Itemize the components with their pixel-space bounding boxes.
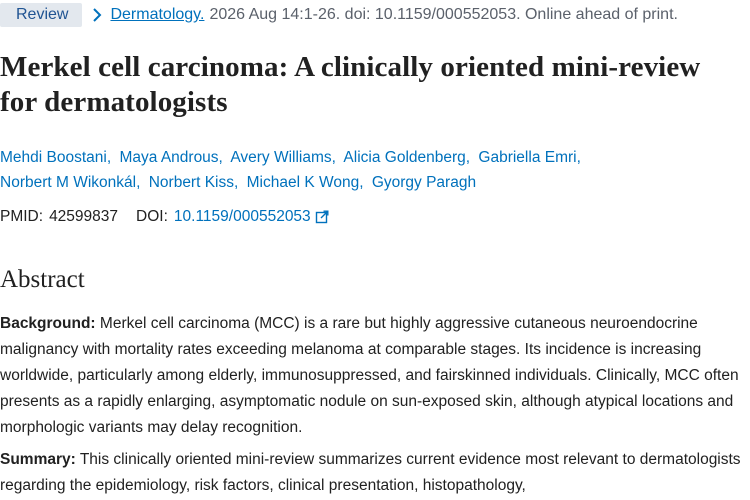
section-label: Background: bbox=[0, 315, 96, 332]
chevron-icon bbox=[93, 8, 102, 22]
author-link[interactable]: Alicia Goldenberg, bbox=[343, 149, 471, 166]
section-text: This clinically oriented mini-review sum… bbox=[0, 451, 741, 494]
author-link[interactable]: Maya Androus, bbox=[119, 149, 223, 166]
author-link[interactable]: Mehdi Boostani, bbox=[0, 149, 112, 166]
identifiers: PMID: 42599837 DOI: 10.1159/000552053 bbox=[0, 208, 329, 226]
journal-link[interactable]: Dermatology. bbox=[110, 6, 205, 23]
author-link[interactable]: Norbert Kiss, bbox=[148, 174, 239, 191]
article-type-badge: Review bbox=[0, 3, 83, 27]
author-link[interactable]: Norbert M Wikonkál, bbox=[0, 174, 141, 191]
doi-link[interactable]: 10.1159/000552053 bbox=[173, 208, 311, 225]
author-link[interactable]: Gyorgy Paragh bbox=[371, 174, 477, 191]
doi-label: DOI: bbox=[136, 208, 168, 225]
author-list: Mehdi Boostani, Maya Androus, Avery Will… bbox=[0, 145, 640, 195]
section-text: Merkel cell carcinoma (MCC) is a rare bu… bbox=[0, 315, 739, 436]
external-link-icon bbox=[315, 210, 329, 224]
author-link[interactable]: Gabriella Emri, bbox=[478, 149, 581, 166]
pmid-value: 42599837 bbox=[49, 208, 119, 225]
citation-details: 2026 Aug 14:1-26. doi: 10.1159/000552053… bbox=[209, 6, 678, 23]
author-link[interactable]: Michael K Wong, bbox=[246, 174, 364, 191]
abstract-heading: Abstract bbox=[0, 266, 85, 293]
article-title: Merkel cell carcinoma: A clinically orie… bbox=[0, 51, 701, 118]
abstract-paragraph: Background: Merkel cell carcinoma (MCC) … bbox=[0, 311, 750, 441]
pmid-label: PMID: bbox=[0, 208, 44, 225]
author-link[interactable]: Avery Williams, bbox=[230, 149, 336, 166]
abstract-paragraph: Summary: This clinically oriented mini-r… bbox=[0, 447, 750, 499]
citation-bar: Review Dermatology. 2026 Aug 14:1-26. do… bbox=[0, 2, 678, 28]
section-label: Summary: bbox=[0, 451, 76, 468]
